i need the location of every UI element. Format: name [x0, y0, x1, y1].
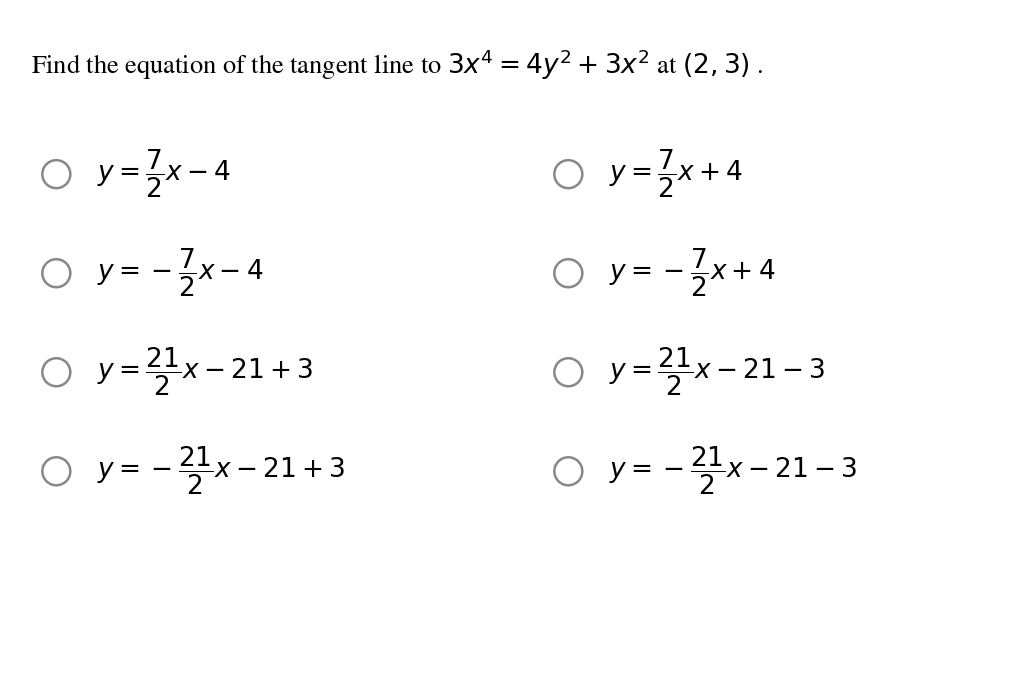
Text: $y = -\dfrac{7}{2}x + 4$: $y = -\dfrac{7}{2}x + 4$	[609, 247, 775, 299]
Text: $y = \dfrac{7}{2}x - 4$: $y = \dfrac{7}{2}x - 4$	[97, 148, 231, 200]
Text: $y = \dfrac{7}{2}x + 4$: $y = \dfrac{7}{2}x + 4$	[609, 148, 743, 200]
Text: $y = -\dfrac{21}{2}x - 21 - 3$: $y = -\dfrac{21}{2}x - 21 - 3$	[609, 445, 858, 497]
Text: $y = \dfrac{21}{2}x - 21 + 3$: $y = \dfrac{21}{2}x - 21 + 3$	[97, 346, 313, 398]
Text: $y = \dfrac{21}{2}x - 21 - 3$: $y = \dfrac{21}{2}x - 21 - 3$	[609, 346, 825, 398]
Text: $y = -\dfrac{7}{2}x - 4$: $y = -\dfrac{7}{2}x - 4$	[97, 247, 263, 299]
Text: Find the equation of the tangent line to $3x^4 = 4y^2 + 3x^2$ at $(2,3)$ .: Find the equation of the tangent line to…	[31, 48, 763, 83]
Text: $y = -\dfrac{21}{2}x - 21 + 3$: $y = -\dfrac{21}{2}x - 21 + 3$	[97, 445, 346, 497]
